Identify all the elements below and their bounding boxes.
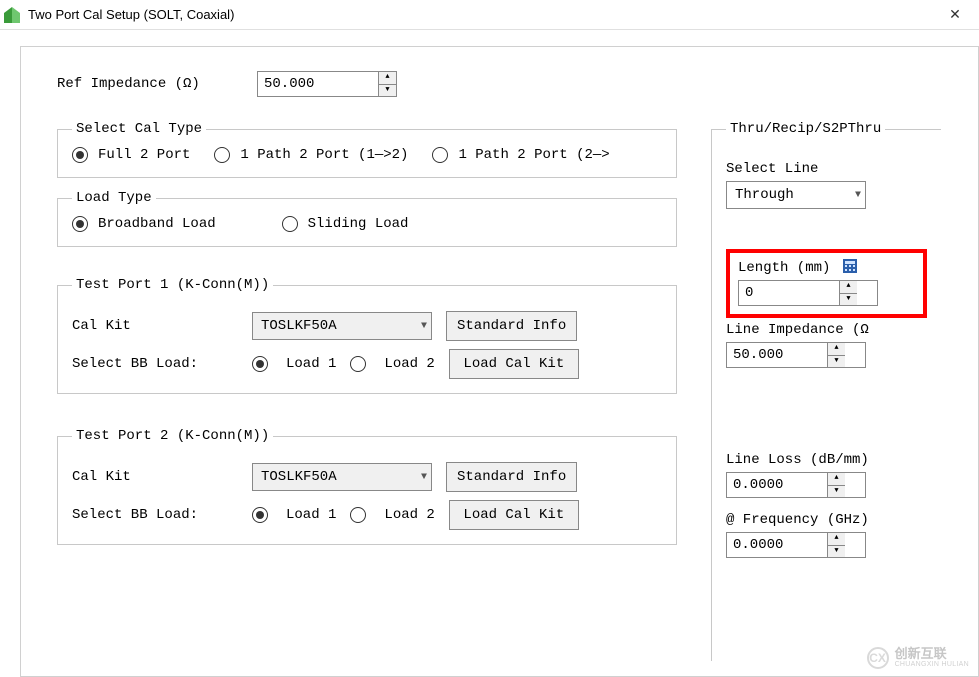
radio-full-2-port[interactable] <box>72 147 88 163</box>
test-port-1-group: Test Port 1 (K-Conn(M)) Cal Kit TOSLKF50… <box>57 277 677 394</box>
cal-type-group: Select Cal Type Full 2 Port 1 Path 2 Por… <box>57 121 677 178</box>
app-icon <box>4 7 20 23</box>
watermark-text2: CHUANGXIN HULIAN <box>895 661 969 669</box>
frequency-label: @ Frequency (GHz) <box>726 512 927 528</box>
length-label: Length (mm) <box>738 260 830 276</box>
line-impedance-label: Line Impedance (Ω <box>726 322 927 338</box>
load-type-group: Load Type Broadband Load Sliding Load <box>57 190 677 247</box>
port2-load2-radio[interactable] <box>350 507 366 523</box>
radio-1path-1to2[interactable] <box>214 147 230 163</box>
ref-impedance-field[interactable] <box>258 72 378 96</box>
select-line-value: Through <box>735 187 794 203</box>
spin-up-icon[interactable]: ▲ <box>828 473 845 486</box>
thru-legend: Thru/Recip/S2PThru <box>726 121 885 137</box>
port2-calkit-value: TOSLKF50A <box>261 469 337 485</box>
load-type-legend: Load Type <box>72 190 156 206</box>
port1-calkit-label: Cal Kit <box>72 318 252 334</box>
frequency-input[interactable]: ▲▼ <box>726 532 866 558</box>
spinner-buttons[interactable]: ▲▼ <box>378 72 396 96</box>
select-line-label: Select Line <box>726 161 927 177</box>
watermark: CX 创新互联 CHUANGXIN HULIAN <box>863 645 973 671</box>
spin-down-icon[interactable]: ▼ <box>828 486 845 498</box>
length-field[interactable] <box>739 281 839 305</box>
radio-1path-2to-label: 1 Path 2 Port (2—> <box>458 147 609 163</box>
radio-sliding-load[interactable] <box>282 216 298 232</box>
spin-down-icon[interactable]: ▼ <box>828 546 845 558</box>
calculator-icon[interactable] <box>843 259 857 273</box>
radio-broadband-label: Broadband Load <box>98 216 216 232</box>
port2-calkit-dropdown[interactable]: TOSLKF50A ▼ <box>252 463 432 491</box>
port1-calkit-value: TOSLKF50A <box>261 318 337 334</box>
line-impedance-field[interactable] <box>727 343 827 367</box>
spinner-buttons[interactable]: ▲▼ <box>827 343 845 367</box>
port2-load2-label: Load 2 <box>384 507 434 523</box>
port2-load1-label: Load 1 <box>286 507 336 523</box>
spin-down-icon[interactable]: ▼ <box>840 294 857 306</box>
chevron-down-icon: ▼ <box>421 472 427 483</box>
watermark-text1: 创新互联 <box>895 647 969 661</box>
length-input[interactable]: ▲▼ <box>738 280 878 306</box>
chevron-down-icon: ▼ <box>855 190 861 201</box>
radio-1path-2to[interactable] <box>432 147 448 163</box>
port1-legend: Test Port 1 (K-Conn(M)) <box>72 277 273 293</box>
spin-up-icon[interactable]: ▲ <box>828 533 845 546</box>
length-highlight: Length (mm) <box>726 249 927 318</box>
port2-legend: Test Port 2 (K-Conn(M)) <box>72 428 273 444</box>
radio-1path-1to2-label: 1 Path 2 Port (1—>2) <box>240 147 408 163</box>
port1-load2-radio[interactable] <box>350 356 366 372</box>
spin-down-icon[interactable]: ▼ <box>379 85 396 97</box>
spinner-buttons[interactable]: ▲▼ <box>839 281 857 305</box>
select-line-dropdown[interactable]: Through ▼ <box>726 181 866 209</box>
chevron-down-icon: ▼ <box>421 321 427 332</box>
radio-full-2-port-label: Full 2 Port <box>98 147 190 163</box>
window-title: Two Port Cal Setup (SOLT, Coaxial) <box>28 7 935 22</box>
line-loss-input[interactable]: ▲▼ <box>726 472 866 498</box>
spin-down-icon[interactable]: ▼ <box>828 356 845 368</box>
close-icon[interactable]: ✕ <box>935 6 975 23</box>
main-panel: Ref Impedance (Ω) ▲▼ Select Cal Type Ful… <box>20 46 979 677</box>
thru-group: Thru/Recip/S2PThru Select Line Through ▼… <box>711 121 941 661</box>
port1-load-calkit-button[interactable]: Load Cal Kit <box>449 349 579 379</box>
spin-up-icon[interactable]: ▲ <box>828 343 845 356</box>
port2-load-calkit-button[interactable]: Load Cal Kit <box>449 500 579 530</box>
radio-sliding-label: Sliding Load <box>308 216 409 232</box>
port1-load2-label: Load 2 <box>384 356 434 372</box>
port2-bb-label: Select BB Load: <box>72 507 252 523</box>
port2-load1-radio[interactable] <box>252 507 268 523</box>
spinner-buttons[interactable]: ▲▼ <box>827 533 845 557</box>
test-port-2-group: Test Port 2 (K-Conn(M)) Cal Kit TOSLKF50… <box>57 428 677 545</box>
port1-standard-info-button[interactable]: Standard Info <box>446 311 577 341</box>
line-impedance-input[interactable]: ▲▼ <box>726 342 866 368</box>
watermark-icon: CX <box>867 647 889 669</box>
port2-standard-info-button[interactable]: Standard Info <box>446 462 577 492</box>
spinner-buttons[interactable]: ▲▼ <box>827 473 845 497</box>
ref-impedance-label: Ref Impedance (Ω) <box>57 76 257 92</box>
port2-calkit-label: Cal Kit <box>72 469 252 485</box>
frequency-field[interactable] <box>727 533 827 557</box>
spin-up-icon[interactable]: ▲ <box>379 72 396 85</box>
spin-up-icon[interactable]: ▲ <box>840 281 857 294</box>
line-loss-field[interactable] <box>727 473 827 497</box>
port1-calkit-dropdown[interactable]: TOSLKF50A ▼ <box>252 312 432 340</box>
port1-load1-label: Load 1 <box>286 356 336 372</box>
cal-type-legend: Select Cal Type <box>72 121 206 137</box>
port1-bb-label: Select BB Load: <box>72 356 252 372</box>
radio-broadband-load[interactable] <box>72 216 88 232</box>
window-titlebar: Two Port Cal Setup (SOLT, Coaxial) ✕ <box>0 0 979 30</box>
line-loss-label: Line Loss (dB/mm) <box>726 452 927 468</box>
port1-load1-radio[interactable] <box>252 356 268 372</box>
ref-impedance-input[interactable]: ▲▼ <box>257 71 397 97</box>
